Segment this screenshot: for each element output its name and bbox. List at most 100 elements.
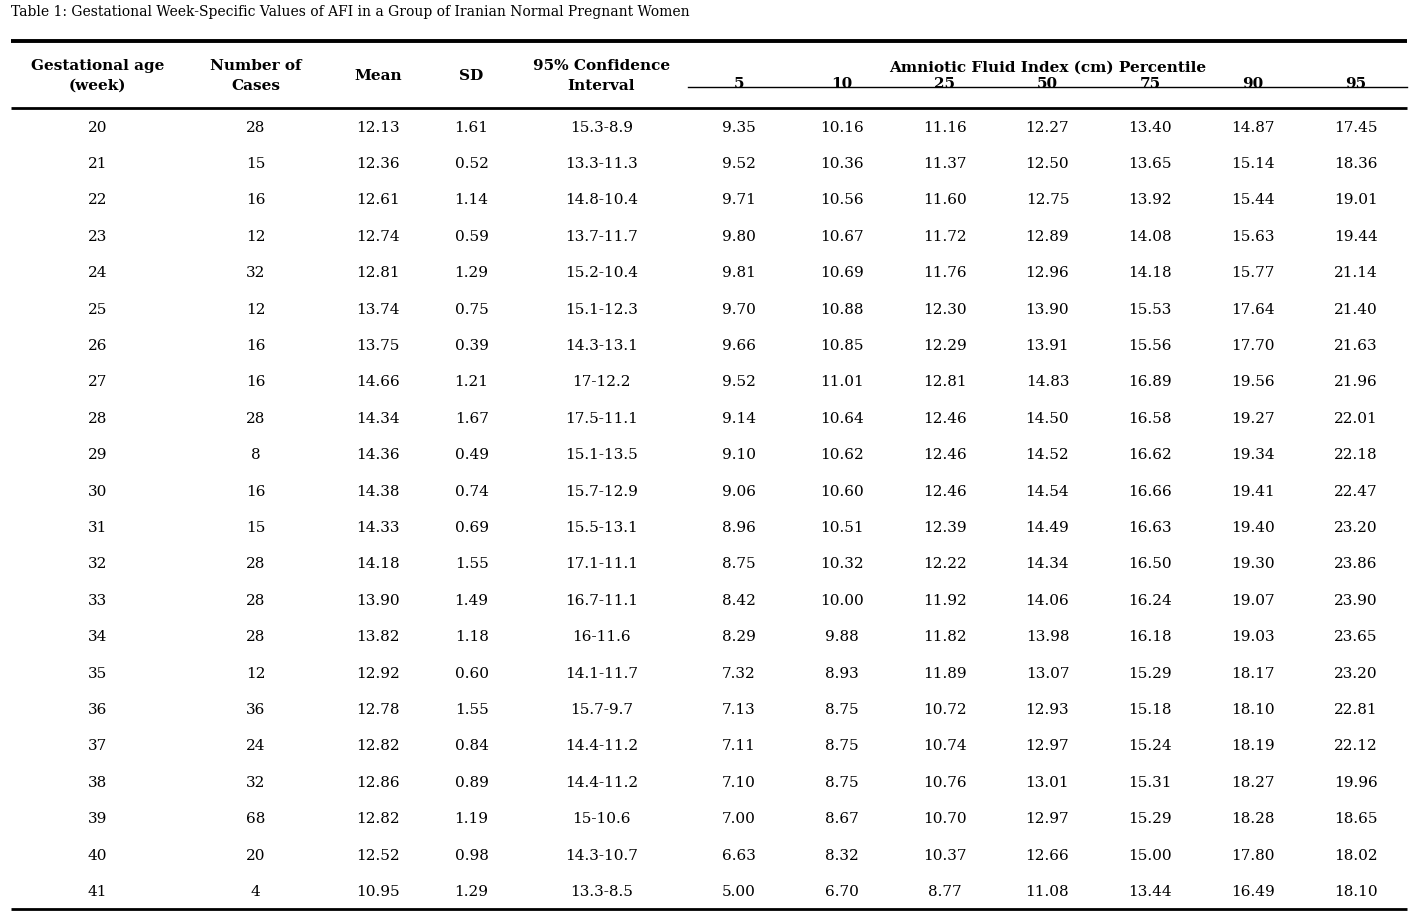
- Text: 12.30: 12.30: [922, 302, 966, 316]
- Text: 17.45: 17.45: [1334, 120, 1378, 135]
- Text: 14.06: 14.06: [1025, 593, 1069, 607]
- Text: 13.90: 13.90: [355, 593, 399, 607]
- Text: 15.5-13.1: 15.5-13.1: [565, 520, 637, 535]
- Text: 1.21: 1.21: [454, 375, 489, 389]
- Text: 12: 12: [245, 666, 265, 680]
- Text: 9.71: 9.71: [722, 193, 756, 207]
- Text: 11.60: 11.60: [922, 193, 966, 207]
- Text: 8.77: 8.77: [928, 884, 962, 898]
- Text: 68: 68: [245, 812, 265, 825]
- Text: 15.77: 15.77: [1231, 266, 1275, 280]
- Text: 12.92: 12.92: [355, 666, 399, 680]
- Text: 19.41: 19.41: [1231, 484, 1275, 498]
- Text: 0.84: 0.84: [454, 739, 488, 752]
- Text: 12.46: 12.46: [922, 484, 966, 498]
- Text: 15.2-10.4: 15.2-10.4: [565, 266, 637, 280]
- Text: 16.89: 16.89: [1128, 375, 1172, 389]
- Text: 14.36: 14.36: [355, 447, 399, 462]
- Text: 18.28: 18.28: [1231, 812, 1275, 825]
- Text: 18.36: 18.36: [1334, 157, 1378, 171]
- Text: 10.00: 10.00: [821, 593, 864, 607]
- Text: 14.54: 14.54: [1025, 484, 1069, 498]
- Text: 15: 15: [245, 157, 265, 171]
- Text: 1.49: 1.49: [454, 593, 489, 607]
- Text: 12.66: 12.66: [1025, 847, 1069, 862]
- Text: 14.50: 14.50: [1025, 412, 1069, 425]
- Text: 19.34: 19.34: [1231, 447, 1275, 462]
- Text: 13.7-11.7: 13.7-11.7: [565, 230, 637, 243]
- Text: 12.74: 12.74: [355, 230, 399, 243]
- Text: 8.96: 8.96: [722, 520, 756, 535]
- Text: 16: 16: [245, 484, 265, 498]
- Text: 10.62: 10.62: [821, 447, 864, 462]
- Text: 0.75: 0.75: [455, 302, 488, 316]
- Text: 8.75: 8.75: [825, 739, 859, 752]
- Text: 9.88: 9.88: [825, 630, 859, 643]
- Text: 8.75: 8.75: [825, 702, 859, 716]
- Text: 32: 32: [245, 775, 265, 789]
- Text: 29: 29: [87, 447, 107, 462]
- Text: 10.60: 10.60: [821, 484, 864, 498]
- Text: 10.85: 10.85: [821, 339, 863, 353]
- Text: 5: 5: [733, 77, 744, 91]
- Text: 28: 28: [87, 412, 107, 425]
- Text: 19.27: 19.27: [1231, 412, 1275, 425]
- Text: 1.19: 1.19: [454, 812, 489, 825]
- Text: 11.92: 11.92: [922, 593, 966, 607]
- Text: 21.96: 21.96: [1334, 375, 1378, 389]
- Text: 12.86: 12.86: [355, 775, 399, 789]
- Text: 1.29: 1.29: [454, 884, 489, 898]
- Text: 17.5-11.1: 17.5-11.1: [565, 412, 637, 425]
- Text: Interval: Interval: [567, 78, 634, 92]
- Text: 35: 35: [87, 666, 107, 680]
- Text: 31: 31: [87, 520, 107, 535]
- Text: 6.70: 6.70: [825, 884, 859, 898]
- Text: 15.56: 15.56: [1128, 339, 1172, 353]
- Text: 14.83: 14.83: [1025, 375, 1069, 389]
- Text: 8.32: 8.32: [825, 847, 859, 862]
- Text: 13.91: 13.91: [1025, 339, 1069, 353]
- Text: 26: 26: [87, 339, 107, 353]
- Text: 15.7-9.7: 15.7-9.7: [570, 702, 633, 716]
- Text: 11.16: 11.16: [922, 120, 966, 135]
- Text: 13.98: 13.98: [1025, 630, 1069, 643]
- Text: 5.00: 5.00: [722, 884, 756, 898]
- Text: 13.01: 13.01: [1025, 775, 1069, 789]
- Text: 23.86: 23.86: [1334, 557, 1378, 571]
- Text: 10.37: 10.37: [924, 847, 966, 862]
- Text: 10.36: 10.36: [821, 157, 864, 171]
- Text: 22.47: 22.47: [1334, 484, 1378, 498]
- Text: 8.75: 8.75: [722, 557, 756, 571]
- Text: 13.65: 13.65: [1128, 157, 1172, 171]
- Text: 12.81: 12.81: [922, 375, 966, 389]
- Text: 15-10.6: 15-10.6: [572, 812, 630, 825]
- Text: 28: 28: [245, 630, 265, 643]
- Text: 14.3-10.7: 14.3-10.7: [565, 847, 637, 862]
- Text: 13.40: 13.40: [1128, 120, 1172, 135]
- Text: 6.63: 6.63: [722, 847, 756, 862]
- Text: 23.65: 23.65: [1334, 630, 1378, 643]
- Text: 16: 16: [245, 339, 265, 353]
- Text: 23.20: 23.20: [1334, 520, 1378, 535]
- Text: 16: 16: [245, 375, 265, 389]
- Text: 19.01: 19.01: [1334, 193, 1378, 207]
- Text: 8: 8: [251, 447, 261, 462]
- Text: 12.82: 12.82: [355, 739, 399, 752]
- Text: 15.29: 15.29: [1128, 812, 1172, 825]
- Text: 21: 21: [87, 157, 107, 171]
- Text: 28: 28: [245, 412, 265, 425]
- Text: 10.51: 10.51: [821, 520, 864, 535]
- Text: 14.3-13.1: 14.3-13.1: [565, 339, 637, 353]
- Text: 12.13: 12.13: [355, 120, 399, 135]
- Text: 28: 28: [245, 593, 265, 607]
- Text: 0.69: 0.69: [454, 520, 489, 535]
- Text: 10.64: 10.64: [821, 412, 864, 425]
- Text: 8.93: 8.93: [825, 666, 859, 680]
- Text: 15.29: 15.29: [1128, 666, 1172, 680]
- Text: 8.75: 8.75: [825, 775, 859, 789]
- Text: 14.34: 14.34: [355, 412, 399, 425]
- Text: 15.1-12.3: 15.1-12.3: [565, 302, 637, 316]
- Text: 11.89: 11.89: [922, 666, 966, 680]
- Text: 12.93: 12.93: [1025, 702, 1069, 716]
- Text: 9.52: 9.52: [722, 157, 756, 171]
